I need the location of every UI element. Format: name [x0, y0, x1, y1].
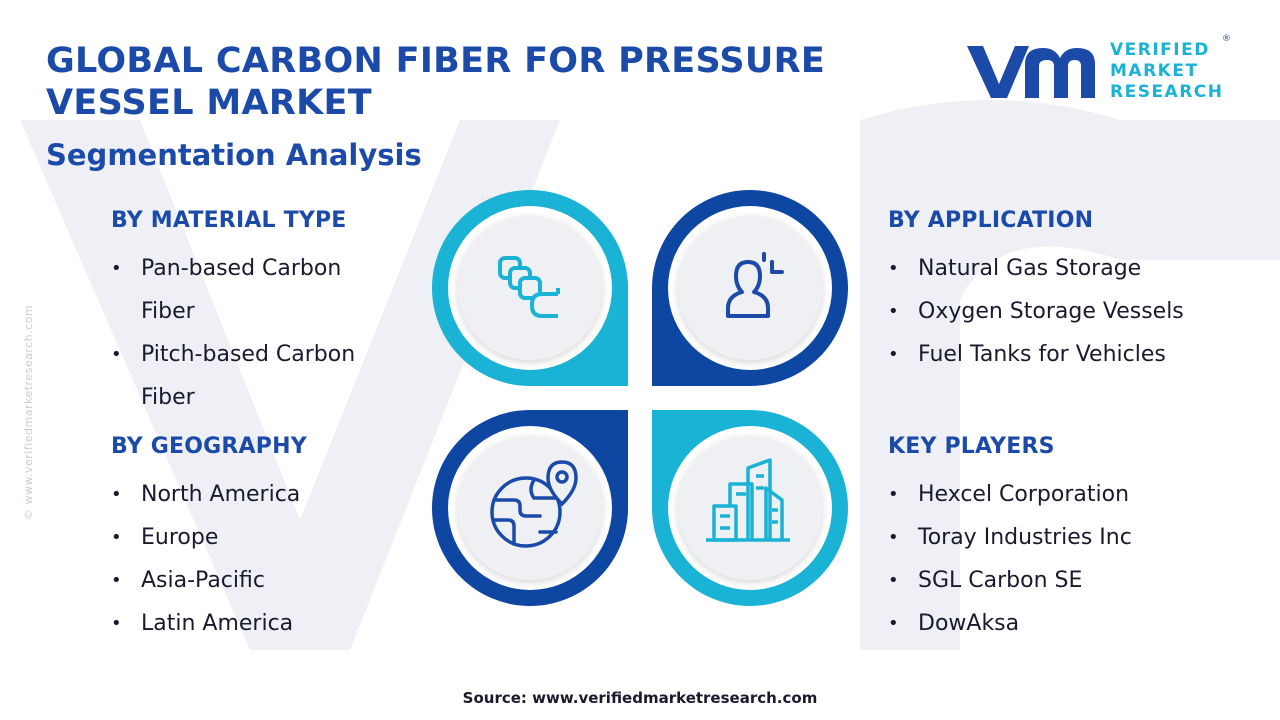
- list-item: Oxygen Storage Vessels: [888, 290, 1184, 333]
- petal-application: [652, 190, 848, 386]
- list-item: SGL Carbon SE: [888, 559, 1132, 602]
- list-item: Latin America: [111, 602, 307, 645]
- logo-line-2: MARKET: [1110, 61, 1199, 81]
- segmentation-graphic: [432, 190, 848, 606]
- globe-location-icon: [490, 460, 578, 548]
- list-item: Pitch-based Carbon Fiber: [111, 333, 401, 419]
- city-buildings-icon: [706, 458, 790, 542]
- segment-application: BY APPLICATION Natural Gas Storage Oxyge…: [888, 208, 1184, 376]
- segment-list: Hexcel Corporation Toray Industries Inc …: [888, 473, 1132, 645]
- list-item: DowAksa: [888, 602, 1132, 645]
- segment-heading: KEY PLAYERS: [888, 434, 1055, 459]
- petal-key-players: [652, 410, 848, 606]
- segment-geography: BY GEOGRAPHY North America Europe Asia-P…: [111, 434, 307, 645]
- logo-line-1: VERIFIED: [1110, 40, 1210, 60]
- source-citation: Source: www.verifiedmarketresearch.com: [462, 689, 818, 707]
- page-title: GLOBAL CARBON FIBER FOR PRESSURE VESSEL …: [46, 41, 826, 123]
- list-item: Toray Industries Inc: [888, 516, 1132, 559]
- side-watermark-url: © www.verifiedmarketresearch.com: [22, 304, 35, 520]
- segment-list: North America Europe Asia-Pacific Latin …: [111, 473, 307, 645]
- segment-list: Natural Gas Storage Oxygen Storage Vesse…: [888, 247, 1184, 376]
- list-item: Fuel Tanks for Vehicles: [888, 333, 1184, 376]
- segment-heading: BY MATERIAL TYPE: [111, 208, 347, 233]
- registered-mark: ®: [1222, 34, 1231, 44]
- stacked-layers-icon: [498, 256, 560, 318]
- list-item: Asia-Pacific: [111, 559, 307, 602]
- logo-wordmark: VERIFIED MARKET RESEARCH: [1110, 40, 1224, 103]
- logo-line-3: RESEARCH: [1110, 82, 1224, 102]
- list-item: Hexcel Corporation: [888, 473, 1132, 516]
- segment-key-players: KEY PLAYERS Hexcel Corporation Toray Ind…: [888, 434, 1132, 645]
- segment-heading: BY GEOGRAPHY: [111, 434, 307, 459]
- vmr-logo-icon: [967, 46, 1095, 98]
- petal-geography: [432, 410, 628, 606]
- brand-logo[interactable]: VERIFIED MARKET RESEARCH ®: [965, 34, 1235, 108]
- segment-material-type: BY MATERIAL TYPE Pan-based Carbon Fiber …: [111, 208, 401, 419]
- page-subtitle: Segmentation Analysis: [46, 138, 422, 172]
- user-target-icon: [726, 252, 784, 318]
- list-item: North America: [111, 473, 307, 516]
- segment-list: Pan-based Carbon Fiber Pitch-based Carbo…: [111, 247, 401, 419]
- list-item: Pan-based Carbon Fiber: [111, 247, 401, 333]
- list-item: Natural Gas Storage: [888, 247, 1184, 290]
- list-item: Europe: [111, 516, 307, 559]
- segment-heading: BY APPLICATION: [888, 208, 1094, 233]
